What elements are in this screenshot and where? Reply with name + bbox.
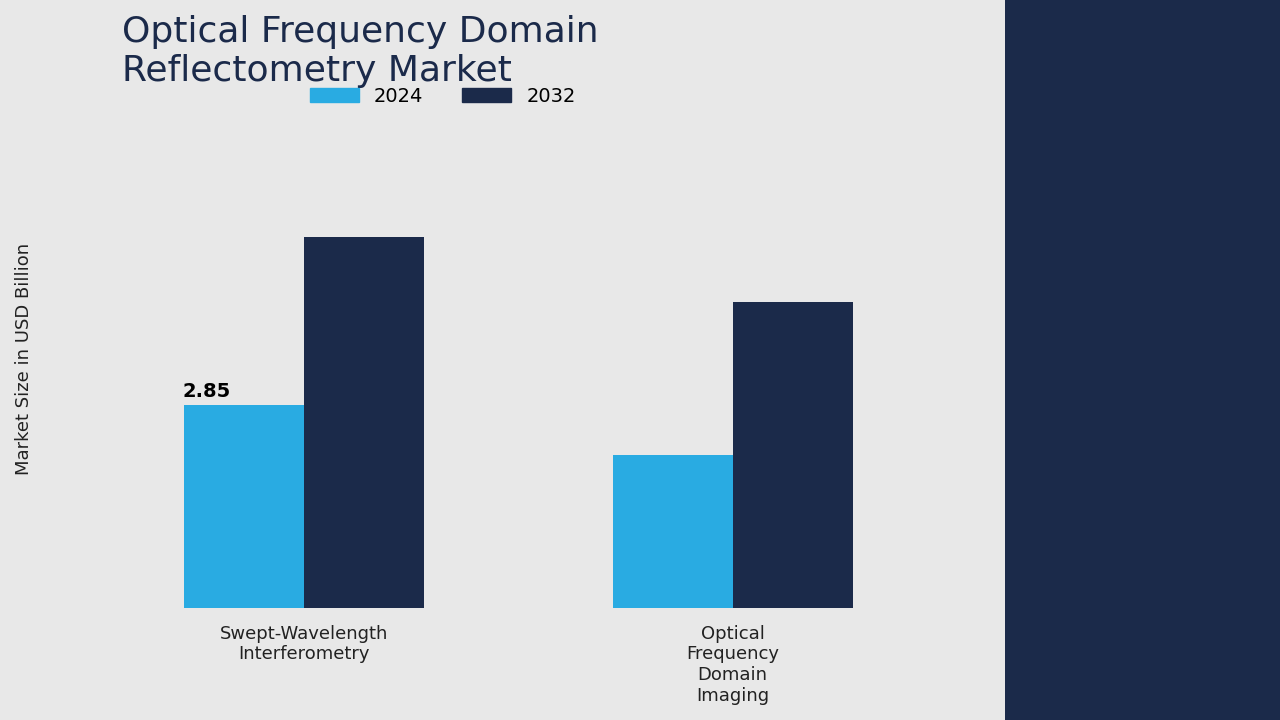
Text: 2.85: 2.85 [183,382,232,401]
Y-axis label: Market Size in USD Billion: Market Size in USD Billion [15,243,33,474]
Text: Optical Frequency Domain
Reflectometry Market: Optical Frequency Domain Reflectometry M… [123,15,599,89]
Bar [732,302,852,608]
Bar [184,405,305,608]
Bar [305,238,424,608]
Legend: 2024, 2032: 2024, 2032 [302,79,584,114]
Bar [613,455,732,608]
